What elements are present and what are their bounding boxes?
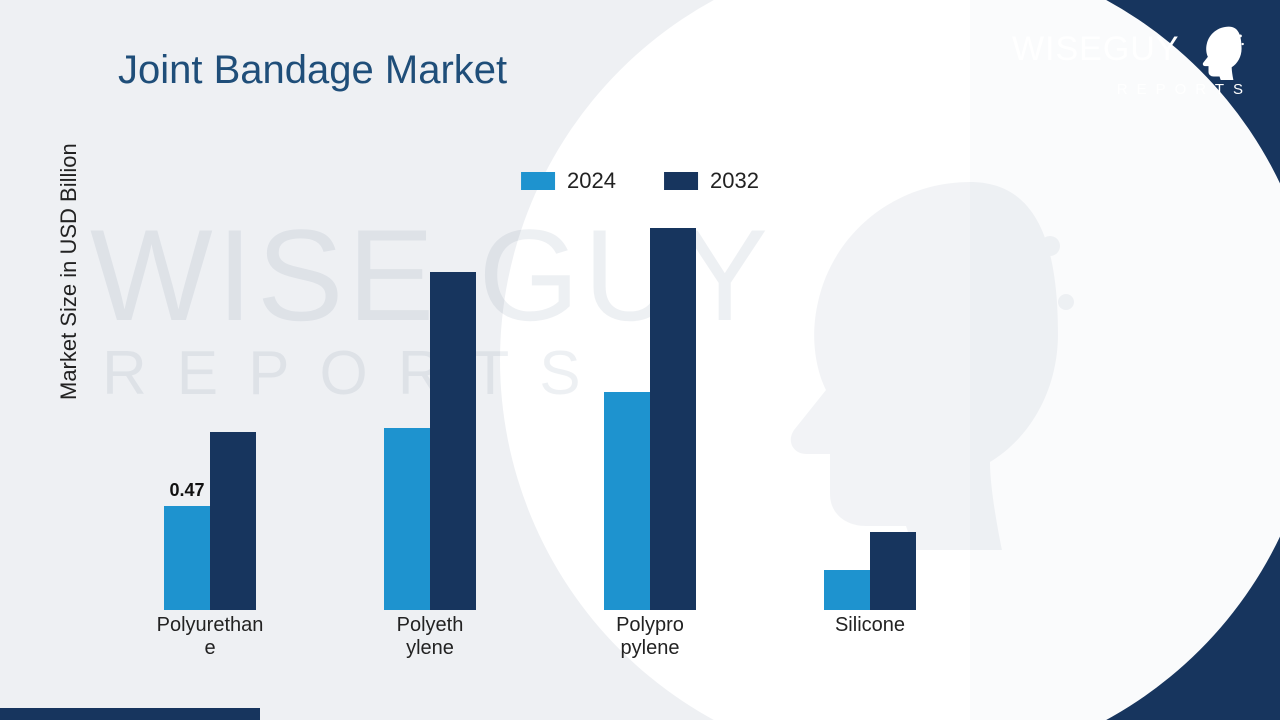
bottom-accent-bar bbox=[0, 708, 260, 720]
bar-2024 bbox=[604, 392, 650, 610]
brand-subline: REPORTS bbox=[1012, 82, 1252, 97]
brand-logo: WISEGUY REPORTS bbox=[1012, 22, 1252, 97]
brand-word-2: GUY bbox=[1103, 30, 1180, 68]
y-axis-title: Market Size in USD Billion bbox=[56, 143, 82, 400]
brand-word-1: WISE bbox=[1012, 30, 1103, 68]
bar-2024 bbox=[824, 570, 870, 610]
legend-item-2032: 2032 bbox=[664, 168, 759, 194]
bar-value-label: 0.47 bbox=[169, 480, 204, 501]
bar-2032 bbox=[650, 228, 696, 610]
brain-head-icon bbox=[1194, 22, 1252, 80]
legend-swatch-2024 bbox=[521, 172, 555, 190]
legend: 2024 2032 bbox=[521, 168, 759, 194]
bar-2024: 0.47 bbox=[164, 506, 210, 610]
legend-swatch-2032 bbox=[664, 172, 698, 190]
x-axis-labels: PolyurethanePolyethylenePolypropyleneSil… bbox=[100, 614, 940, 674]
bar-group bbox=[570, 228, 730, 610]
bar-group bbox=[790, 532, 950, 610]
x-axis-label: Silicone bbox=[790, 614, 950, 637]
x-axis-label: Polypropylene bbox=[570, 614, 730, 660]
x-axis-label: Polyurethane bbox=[130, 614, 290, 660]
x-axis-label: Polyethylene bbox=[350, 614, 510, 660]
bar-2024 bbox=[384, 428, 430, 610]
plot-area: 0.47 bbox=[100, 210, 940, 610]
bar-group: 0.47 bbox=[130, 432, 290, 610]
bar-2032 bbox=[210, 432, 256, 610]
bar-group bbox=[350, 272, 510, 610]
bar-2032 bbox=[870, 532, 916, 610]
legend-item-2024: 2024 bbox=[521, 168, 616, 194]
legend-label-2024: 2024 bbox=[567, 168, 616, 194]
legend-label-2032: 2032 bbox=[710, 168, 759, 194]
bar-2032 bbox=[430, 272, 476, 610]
chart-title: Joint Bandage Market bbox=[118, 48, 507, 93]
